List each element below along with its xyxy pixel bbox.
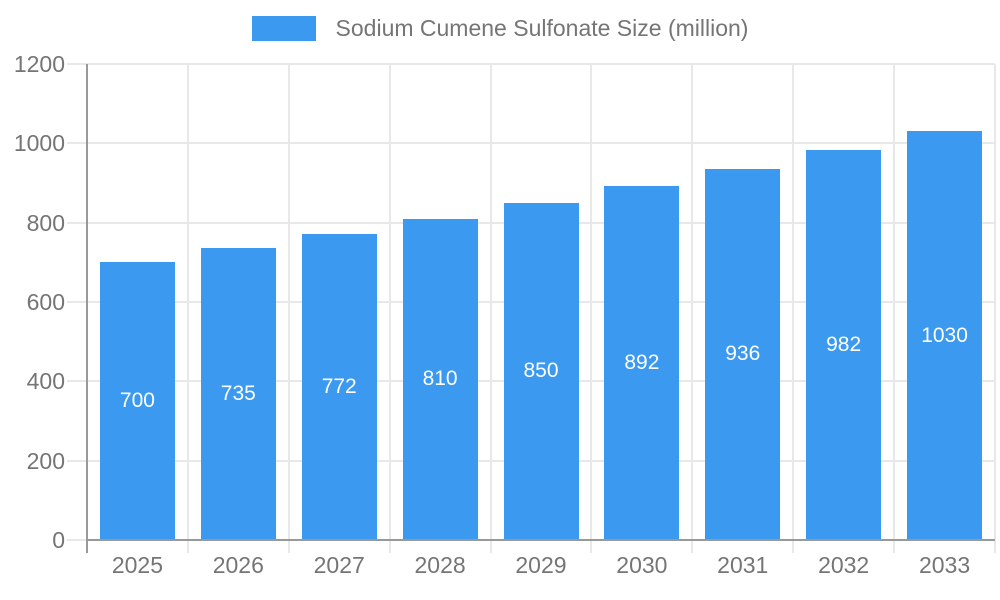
bar-2031[interactable]: 936 [705,168,781,540]
x-axis-tick-label: 2027 [313,552,365,578]
y-axis-tick-label: 800 [26,209,65,236]
bar-2032[interactable]: 982 [806,150,882,540]
x-axis-tick-label: 2026 [212,552,264,578]
bar-value-label: 772 [321,374,357,398]
y-axis-tick-label: 1000 [13,130,65,157]
x-gridline [893,64,896,553]
bar-2027[interactable]: 772 [301,233,377,540]
x-axis-line [87,539,995,541]
bar-value-label: 936 [725,342,761,366]
y-axis-tick-label: 600 [26,289,65,315]
bar-2025[interactable]: 700 [99,262,175,540]
x-gridline [792,64,795,553]
x-axis-tick-label: 2029 [515,552,567,578]
plot-area: 700 735 772 810 850 892 936 982 1030 [67,63,996,553]
y-gridline [67,63,995,65]
x-axis-tick-label: 2028 [414,552,466,578]
bar-2030[interactable]: 892 [604,186,680,540]
bar-2028[interactable]: 810 [402,218,478,540]
y-axis-tick-label: 200 [26,447,65,474]
legend-label: Sodium Cumene Sulfonate Size (million) [335,15,749,41]
x-gridline [691,64,694,553]
bar-value-label: 1030 [921,323,968,347]
y-axis-tick-label: 0 [52,527,65,553]
bar-value-label: 892 [624,351,660,375]
bar-value-label: 810 [422,367,458,391]
x-gridline [489,64,492,553]
x-gridline [186,64,189,553]
bar-value-label: 735 [220,382,256,406]
bar-value-label: 850 [523,359,559,383]
x-axis-tick-label: 2030 [616,552,668,578]
legend[interactable]: Sodium Cumene Sulfonate Size (million) [0,15,1000,42]
bar-2026[interactable]: 735 [200,248,276,540]
x-axis-tick-label: 2032 [818,552,870,578]
bar-2029[interactable]: 850 [503,202,579,540]
x-gridline [287,64,290,553]
x-axis-tick-label: 2031 [717,552,769,578]
legend-swatch-icon [251,16,316,41]
x-gridline [590,64,593,553]
y-axis-tick-label: 1200 [13,51,65,77]
x-axis-tick-label: 2033 [918,552,971,578]
bar-2033[interactable]: 1030 [907,131,983,540]
y-gridline [67,142,995,145]
x-gridline [388,64,391,553]
x-gridline [994,64,996,553]
bar-value-label: 700 [119,389,155,413]
y-axis-line [86,64,88,553]
x-axis-tick-label: 2025 [111,552,164,578]
y-axis-tick-label: 400 [26,368,65,395]
bar-value-label: 982 [826,333,862,357]
